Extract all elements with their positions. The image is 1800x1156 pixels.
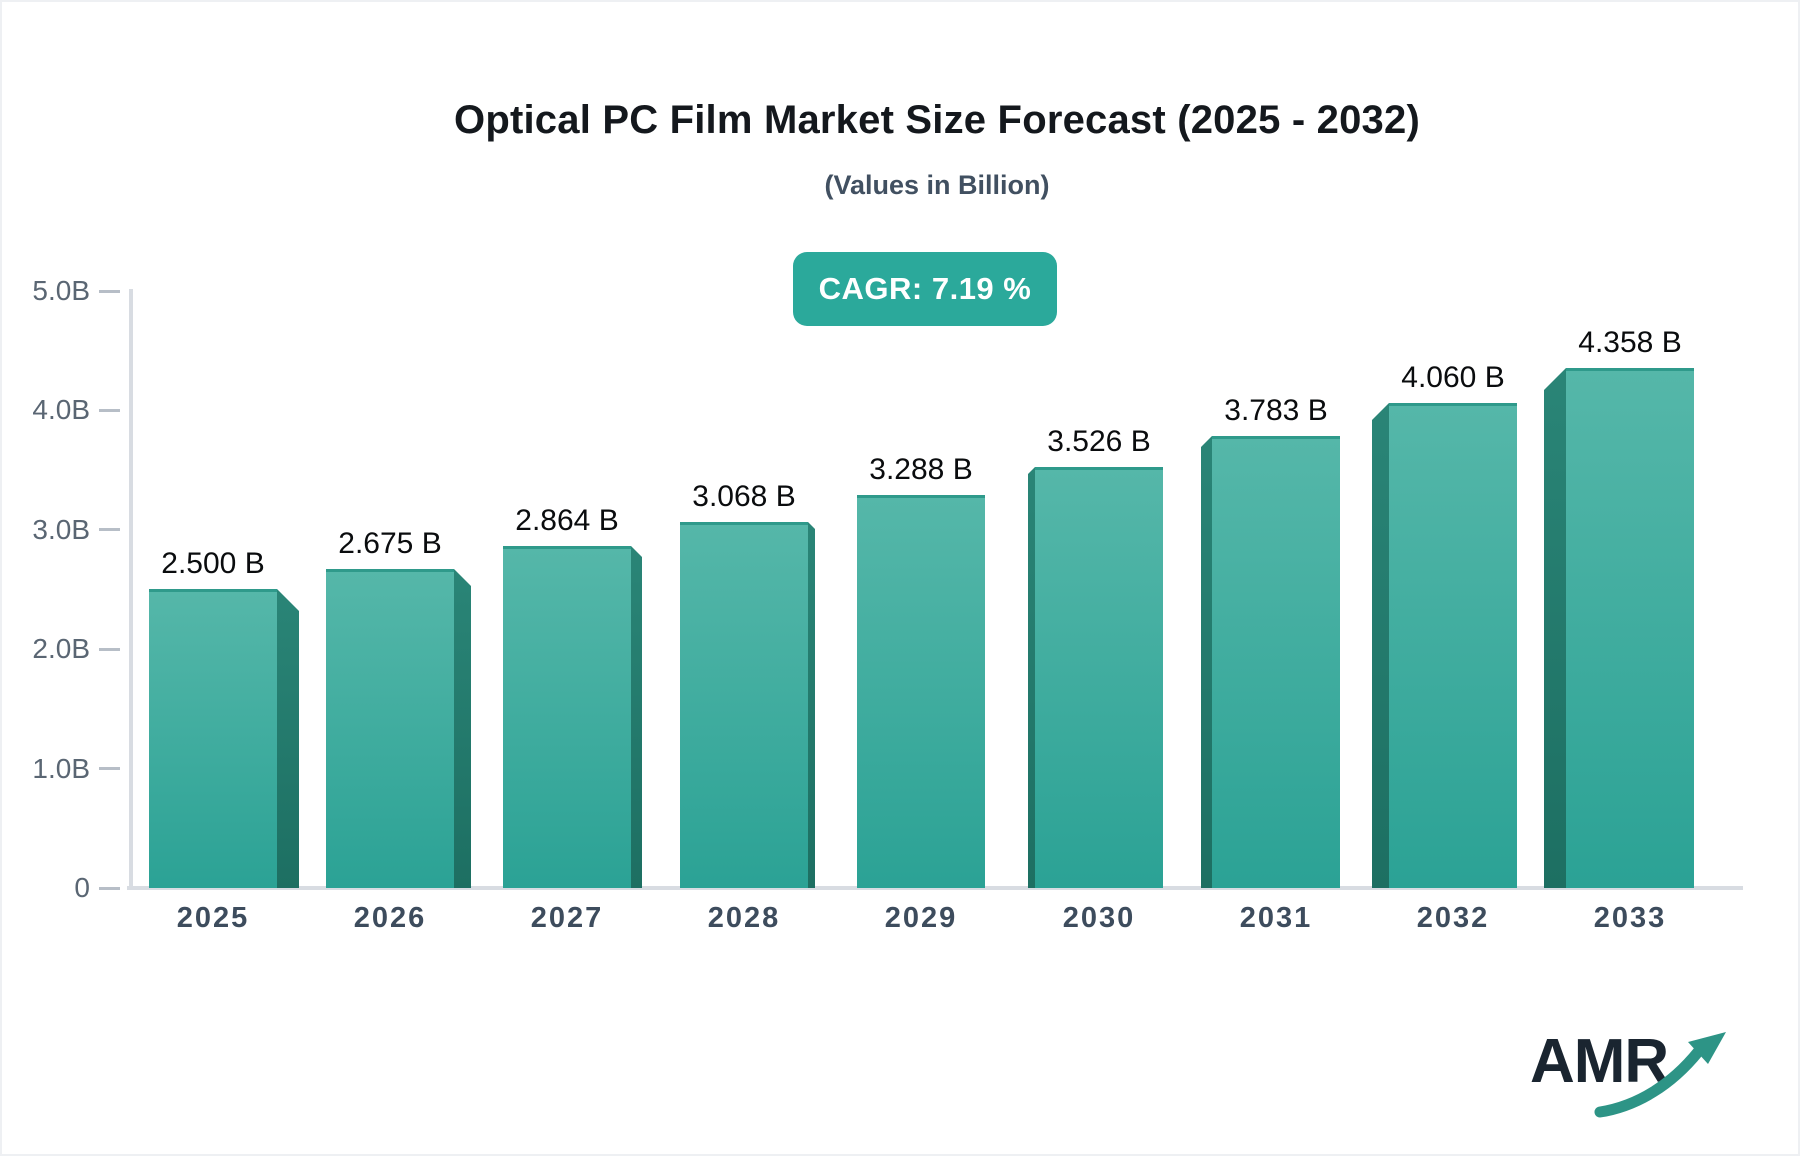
x-axis-label-2029: 2029 bbox=[884, 902, 958, 934]
y-axis-tick-mark bbox=[99, 528, 120, 532]
bar-side-2033 bbox=[1544, 368, 1566, 888]
bar-2027 bbox=[503, 546, 631, 888]
bar-2029 bbox=[857, 495, 985, 888]
y-axis-tick-label: 5.0B bbox=[32, 275, 90, 306]
bar-2031 bbox=[1212, 436, 1340, 888]
cagr-badge-label: CAGR: 7.19 % bbox=[818, 271, 1032, 306]
x-axis-label-2032: 2032 bbox=[1416, 902, 1490, 934]
bar-value-label-2029: 3.288 B bbox=[869, 453, 973, 486]
bar-side-2030 bbox=[1028, 467, 1035, 888]
bar-side-2027 bbox=[631, 546, 642, 888]
bar-2033 bbox=[1566, 368, 1694, 888]
y-axis-tick-label: 0 bbox=[74, 872, 90, 903]
x-axis-line bbox=[127, 886, 1743, 890]
chart-subtitle: (Values in Billion) bbox=[824, 170, 1050, 200]
y-axis-tick-mark bbox=[99, 767, 120, 771]
amr-logo: AMR bbox=[1530, 1026, 1730, 1118]
x-axis-label-2027: 2027 bbox=[530, 902, 604, 934]
x-axis-label-2025: 2025 bbox=[176, 902, 250, 934]
bar-side-2028 bbox=[808, 522, 815, 888]
bar-side-2026 bbox=[454, 569, 471, 888]
bar-2025 bbox=[149, 589, 277, 888]
bar-value-label-2026: 2.675 B bbox=[338, 527, 442, 560]
bar-2028 bbox=[680, 522, 808, 888]
x-axis-label-2031: 2031 bbox=[1239, 902, 1313, 934]
bar-value-label-2033: 4.358 B bbox=[1578, 326, 1682, 359]
x-axis-label-2028: 2028 bbox=[707, 902, 781, 934]
bar-value-label-2028: 3.068 B bbox=[692, 480, 796, 513]
cagr-badge: CAGR: 7.19 % bbox=[793, 252, 1057, 326]
bar-side-2032 bbox=[1372, 403, 1389, 888]
x-axis-label-2030: 2030 bbox=[1062, 902, 1136, 934]
bar-2026 bbox=[326, 569, 454, 888]
y-axis-tick-label: 2.0B bbox=[32, 633, 90, 665]
bar-value-label-2030: 3.526 B bbox=[1047, 425, 1151, 458]
x-axis-label-2026: 2026 bbox=[353, 902, 427, 934]
bar-value-label-2031: 3.783 B bbox=[1224, 394, 1328, 427]
y-axis-tick-label: 4.0B bbox=[32, 394, 90, 426]
bar-value-label-2032: 4.060 B bbox=[1401, 361, 1505, 394]
y-axis-tick-mark bbox=[99, 289, 120, 293]
x-axis-label-2033: 2033 bbox=[1593, 902, 1667, 934]
bar-value-label-2025: 2.500 B bbox=[161, 547, 265, 580]
growth-arrow-icon bbox=[1594, 1032, 1726, 1118]
amr-logo-text: AMR bbox=[1530, 1027, 1669, 1096]
y-axis-tick-mark bbox=[99, 886, 120, 890]
bar-side-2025 bbox=[277, 589, 299, 888]
bar-2030 bbox=[1035, 467, 1163, 888]
y-axis-line bbox=[129, 289, 133, 890]
y-axis-tick-mark bbox=[99, 408, 120, 412]
y-axis-tick-mark bbox=[99, 647, 120, 651]
y-axis-tick-label: 3.0B bbox=[32, 513, 90, 545]
chart-title: Optical PC Film Market Size Forecast (20… bbox=[454, 98, 1420, 142]
bar-side-2031 bbox=[1201, 436, 1212, 888]
bar-value-label-2027: 2.864 B bbox=[515, 504, 619, 537]
y-axis-tick-label: 1.0B bbox=[32, 752, 90, 784]
bar-2032 bbox=[1389, 403, 1517, 888]
